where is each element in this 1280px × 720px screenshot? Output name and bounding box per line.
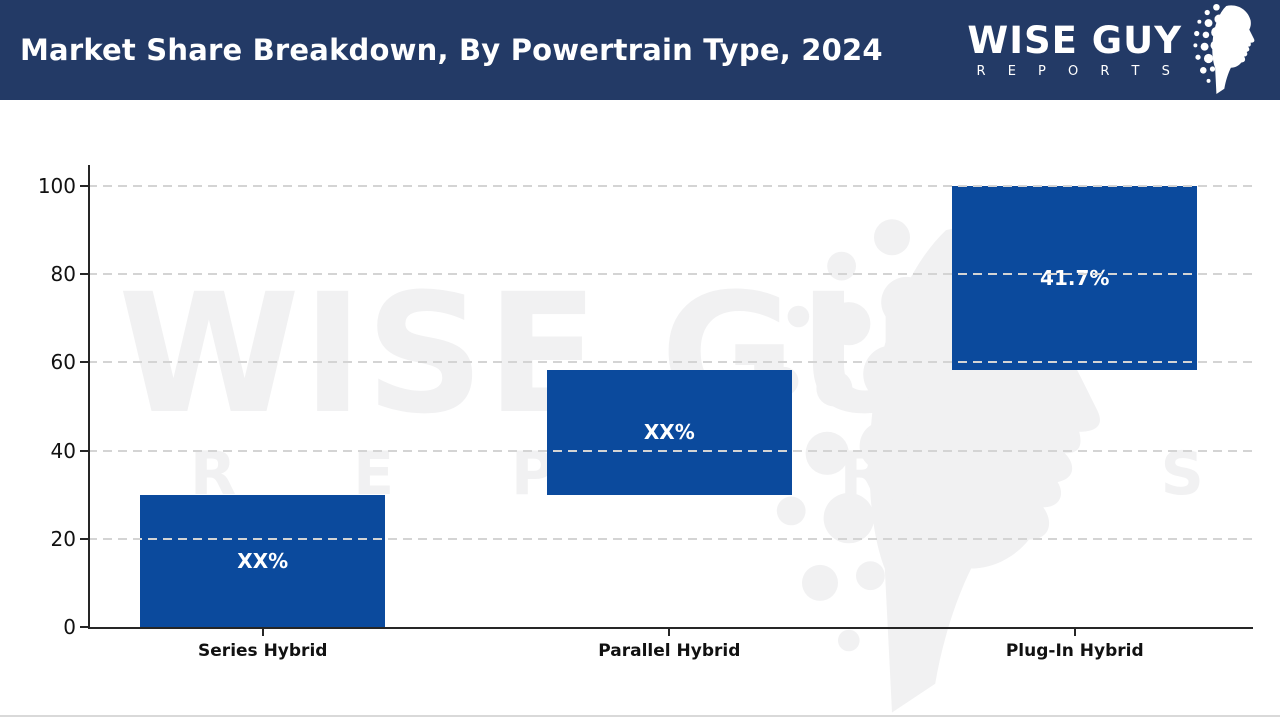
- logo-text: WISE GUY R E P O R T S: [967, 22, 1182, 78]
- y-tick-mark: [80, 361, 88, 364]
- logo-name: WISE GUY: [967, 19, 1182, 62]
- x-category-label: Series Hybrid: [198, 641, 328, 661]
- gridline: [88, 185, 1253, 187]
- chart: WISE GUY R E P O R T S 020406080100XX%Se…: [0, 100, 1280, 720]
- bar-2: 41.7%: [952, 186, 1198, 370]
- y-tick-label: 80: [50, 262, 76, 287]
- y-tick-label: 40: [50, 438, 76, 463]
- y-tick-mark: [80, 537, 88, 540]
- gridline: [88, 537, 1253, 540]
- bar-1: XX%: [546, 369, 792, 495]
- y-tick-label: 60: [50, 350, 76, 375]
- y-axis-line: [88, 165, 90, 629]
- header: Market Share Breakdown, By Powertrain Ty…: [0, 0, 1280, 100]
- x-tick-mark: [668, 629, 671, 636]
- footer-divider: [0, 715, 1280, 717]
- y-tick-mark: [80, 273, 88, 276]
- x-axis-line: [88, 627, 1253, 629]
- gridline: [88, 361, 1253, 364]
- x-category-label: Plug-In Hybrid: [1005, 641, 1144, 661]
- y-tick-label: 0: [63, 615, 76, 639]
- y-tick-label: 100: [37, 174, 76, 198]
- wiseguy-logo: WISE GUY R E P O R T S: [967, 2, 1262, 98]
- gridline: [88, 449, 1253, 452]
- x-tick-mark: [261, 629, 264, 636]
- y-tick-mark: [80, 449, 88, 452]
- x-tick-mark: [1073, 629, 1076, 636]
- y-tick-label: 20: [50, 526, 76, 551]
- x-category-label: Parallel Hybrid: [598, 641, 741, 661]
- y-tick-mark: [80, 185, 88, 187]
- gridline: [88, 273, 1253, 276]
- bar-value-label: XX%: [237, 548, 289, 573]
- logo-subtitle: R E P O R T S: [976, 64, 1179, 79]
- face-profile-dots-icon: [1184, 2, 1262, 98]
- y-tick-mark: [80, 626, 88, 628]
- page-title: Market Share Breakdown, By Powertrain Ty…: [20, 33, 883, 67]
- bar-0: XX%: [140, 494, 386, 627]
- bar-value-label: 41.7%: [1040, 265, 1110, 290]
- bar-value-label: XX%: [643, 420, 695, 445]
